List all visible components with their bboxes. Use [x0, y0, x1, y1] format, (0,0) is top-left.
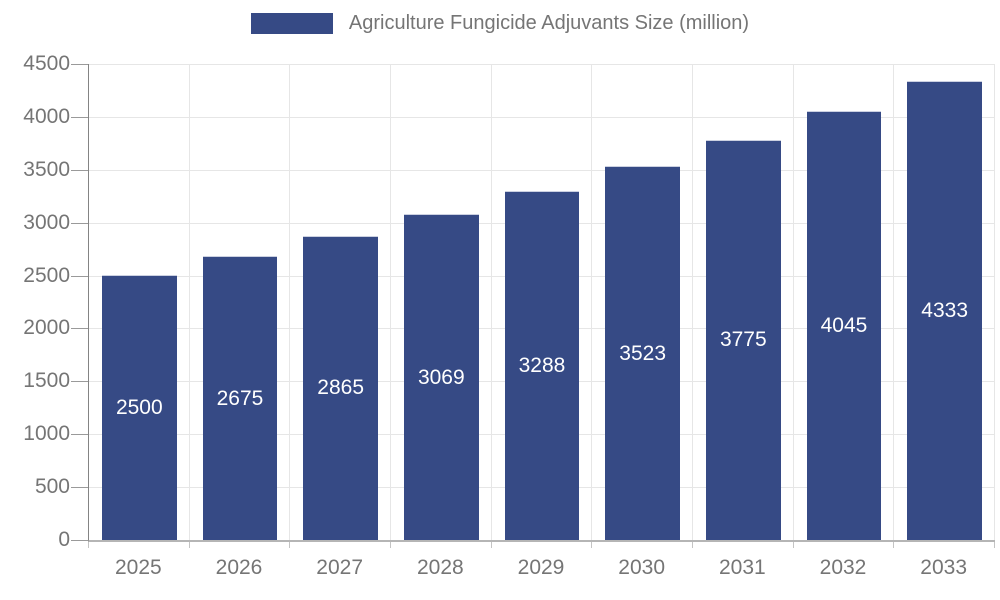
y-axis-tick-label: 2000 [23, 316, 70, 340]
y-axis-tick [71, 381, 88, 383]
x-axis-tick [88, 542, 89, 548]
y-gridline [89, 64, 995, 65]
bar[interactable]: 2675 [202, 256, 278, 540]
y-axis-tick [71, 64, 88, 65]
bar[interactable]: 4045 [806, 111, 882, 540]
y-axis-tick [71, 328, 88, 330]
y-axis-tick-label: 2500 [23, 263, 70, 287]
y-axis-tick-label: 3500 [23, 157, 70, 181]
y-gridline [89, 169, 995, 171]
y-axis-tick [71, 434, 88, 436]
bar[interactable]: 2865 [303, 235, 379, 540]
y-axis-tick [71, 487, 88, 489]
bar[interactable]: 3775 [705, 139, 781, 540]
x-axis-tick [188, 542, 190, 548]
x-axis-tick [490, 542, 492, 548]
bar-value-label: 2500 [115, 395, 163, 419]
y-gridline [89, 116, 995, 118]
x-axis-tick-label: 2025 [114, 556, 162, 579]
x-axis-tick-label: 2028 [416, 556, 464, 579]
y-axis-tick-label: 0 [58, 528, 70, 551]
x-axis-tick-label: 2032 [819, 556, 867, 579]
bar[interactable]: 4333 [907, 80, 983, 540]
y-axis-tick-label: 500 [34, 475, 70, 499]
x-axis-tick [792, 542, 794, 548]
y-axis-tick-label: 4500 [23, 52, 70, 75]
legend-swatch [250, 13, 333, 34]
y-axis-tick [71, 169, 88, 171]
y-axis-tick-label: 3000 [23, 210, 70, 234]
bar[interactable]: 2500 [101, 274, 177, 540]
y-axis-tick-label: 1000 [23, 422, 70, 446]
bar[interactable]: 3523 [605, 166, 681, 540]
x-axis-tick-label: 2031 [718, 556, 766, 579]
x-axis-tick [390, 542, 391, 548]
x-axis-tick-label: 2033 [920, 556, 968, 579]
x-axis-tick [591, 542, 593, 548]
x-axis-tick [893, 542, 895, 548]
y-axis-tick-label: 1500 [23, 369, 70, 393]
bar[interactable]: 3069 [403, 214, 479, 540]
legend-label: Agriculture Fungicide Adjuvants Size (mi… [348, 12, 750, 34]
bar-value-label: 3523 [619, 341, 666, 365]
bar-value-label: 3069 [417, 365, 465, 389]
bar-value-label: 3288 [518, 354, 566, 378]
x-gridline [591, 64, 593, 540]
legend-item[interactable]: Agriculture Fungicide Adjuvants Size (mi… [0, 12, 1000, 35]
bar[interactable]: 3288 [504, 191, 580, 540]
x-gridline [792, 64, 794, 540]
x-axis-tick-label: 2027 [316, 556, 364, 579]
x-axis-tick [289, 542, 291, 548]
plot-area: 2500 2675 2865 3069 3288 3523 3775 4045 4333 [88, 64, 995, 542]
bar-value-label: 3775 [719, 328, 767, 352]
y-axis-tick [71, 540, 88, 541]
bar-value-label: 4045 [820, 314, 868, 338]
bar-value-label: 4333 [921, 298, 968, 322]
x-axis-tick-label: 2026 [215, 556, 263, 579]
x-axis-tick [692, 542, 693, 548]
y-axis-tick [71, 116, 88, 118]
x-gridline [692, 64, 693, 540]
bar-value-label: 2675 [216, 386, 264, 410]
x-axis-tick-label: 2030 [618, 556, 666, 579]
x-gridline [490, 64, 492, 540]
bar-value-label: 2865 [317, 376, 364, 400]
x-gridline [390, 64, 391, 540]
x-gridline [289, 64, 291, 540]
y-axis-tick-label: 4000 [23, 104, 70, 128]
x-gridline [188, 64, 190, 540]
y-axis-tick [71, 222, 88, 224]
x-axis-tick-label: 2029 [517, 556, 565, 579]
x-gridline [893, 64, 895, 540]
x-gridline [994, 64, 995, 540]
y-axis-tick [71, 275, 88, 277]
x-axis-tick [994, 542, 995, 548]
